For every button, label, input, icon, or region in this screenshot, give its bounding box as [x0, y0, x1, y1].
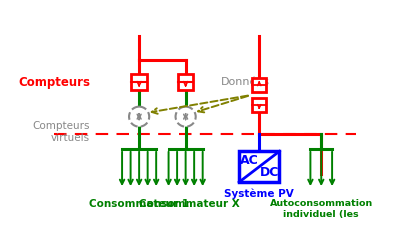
Text: Compteurs
virtuels: Compteurs virtuels — [33, 121, 90, 143]
Text: AC: AC — [240, 154, 258, 167]
Bar — [178, 74, 193, 90]
Circle shape — [176, 107, 196, 127]
Bar — [239, 151, 279, 182]
Text: Consommateur X: Consommateur X — [139, 199, 240, 209]
Text: Compteurs: Compteurs — [18, 76, 90, 88]
Text: Autoconsommation
individuel (les: Autoconsommation individuel (les — [270, 199, 373, 219]
Bar — [252, 98, 266, 112]
Bar — [131, 74, 147, 90]
Bar — [252, 78, 266, 92]
Text: DC: DC — [260, 166, 279, 179]
Text: Consommateur 1: Consommateur 1 — [89, 199, 189, 209]
Circle shape — [129, 107, 149, 127]
Text: Données: Données — [220, 77, 270, 87]
Text: Système PV: Système PV — [224, 188, 294, 199]
